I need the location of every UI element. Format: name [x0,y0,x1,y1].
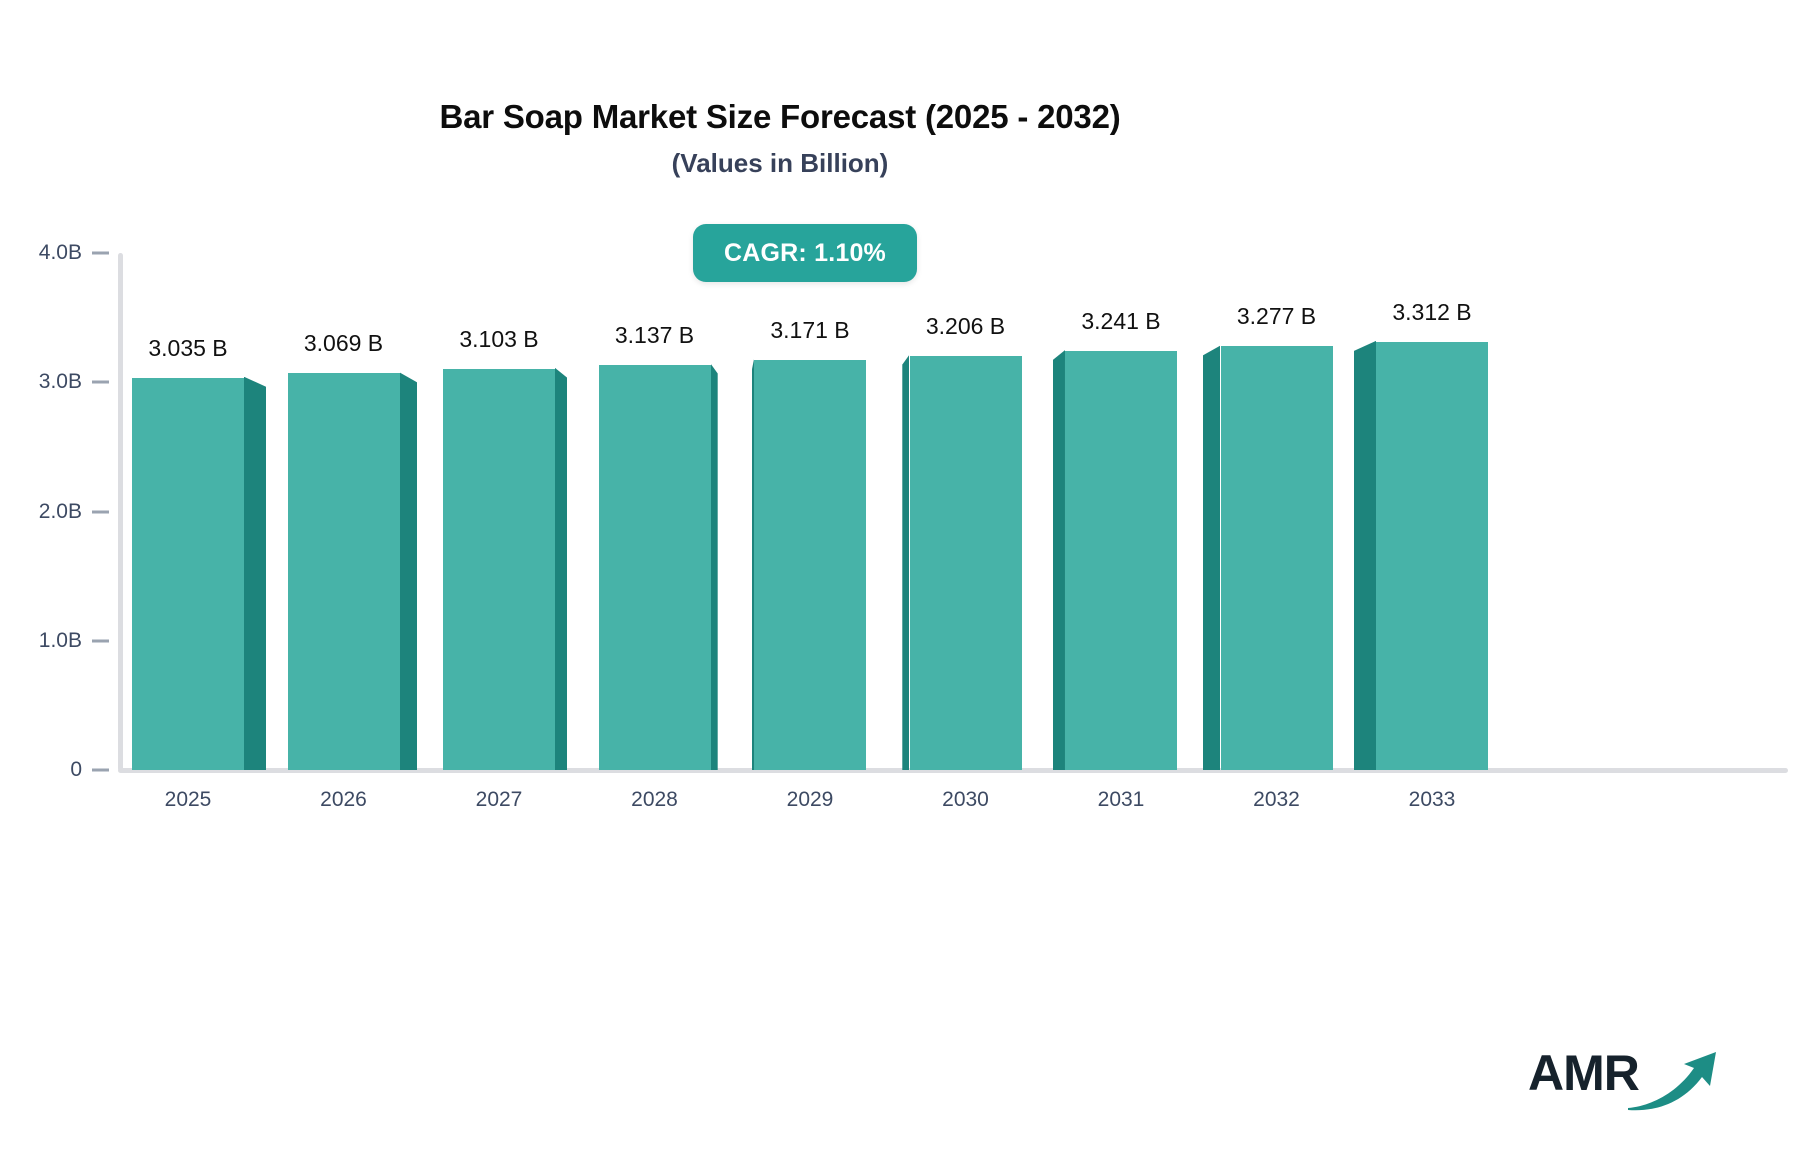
cagr-badge: CAGR: 1.10% [693,224,917,282]
y-axis-tick-label: 2.0B [38,499,82,523]
bar-value-label: 3.171 B [770,317,850,344]
bar-front-face [1220,346,1333,770]
y-axis-tick-label: 1.0B [38,628,82,652]
y-axis-tick-mark [92,510,109,513]
bar-value-label: 3.069 B [303,330,384,357]
x-axis-tick-label: 2030 [942,788,989,811]
y-axis-tick-mark [92,380,109,384]
bar-value-label: 3.035 B [148,334,228,361]
x-axis-tick-label: 2025 [164,788,212,811]
bar-side-face [399,372,418,770]
bar-side-face [1354,340,1376,770]
bar-front-face [443,368,555,770]
y-axis-tick-mark [92,251,109,255]
bar-front-face [287,373,400,770]
bar-side-face [244,376,266,770]
bar-front-face [909,355,1022,770]
chart-subtitle: (Values in Billion) [671,148,889,178]
cagr-badge-label: CAGR: 1.10% [724,238,886,267]
bar-front-face [598,364,711,770]
bar-value-label: 3.241 B [1081,308,1161,335]
bar-side-face [1202,345,1221,770]
bar-side-face [555,367,568,770]
bar-side-face [752,359,754,770]
y-axis-tick-label: 0 [70,758,82,781]
bar-front-face [754,360,866,770]
bar-value-label: 3.206 B [925,312,1006,339]
x-axis-tick-label: 2028 [631,788,678,811]
bar-side-face [1052,350,1065,770]
growth-arrow-icon [1624,1046,1724,1117]
x-axis-tick-label: 2032 [1253,788,1300,811]
bar-value-label: 3.312 B [1392,298,1472,325]
chart-title: Bar Soap Market Size Forecast (2025 - 20… [439,98,1121,135]
bar-value-label: 3.277 B [1236,303,1317,330]
logo-text: AMR [1528,1045,1640,1101]
bar-front-face [132,377,244,770]
x-axis-tick-label: 2027 [475,788,523,811]
bar-value-label: 3.103 B [459,325,539,352]
y-axis-tick-mark [92,639,109,643]
bar-side-face [710,363,718,770]
y-axis-line [118,253,123,771]
x-axis-tick-label: 2033 [1408,788,1456,811]
bar-front-face [1065,351,1177,770]
y-axis-tick-label: 4.0B [38,241,82,264]
bar-value-label: 3.137 B [614,321,695,348]
x-axis-tick-label: 2031 [1097,788,1145,811]
y-axis-tick-label: 3.0B [38,370,82,394]
x-axis-tick-label: 2029 [786,788,834,811]
amr-logo: AMR [1528,1042,1718,1114]
bar-side-face [902,354,910,770]
bar-front-face [1376,341,1488,770]
x-axis-tick-label: 2026 [320,788,367,811]
y-axis-tick-mark [92,768,109,772]
x-axis-line [118,768,1788,773]
